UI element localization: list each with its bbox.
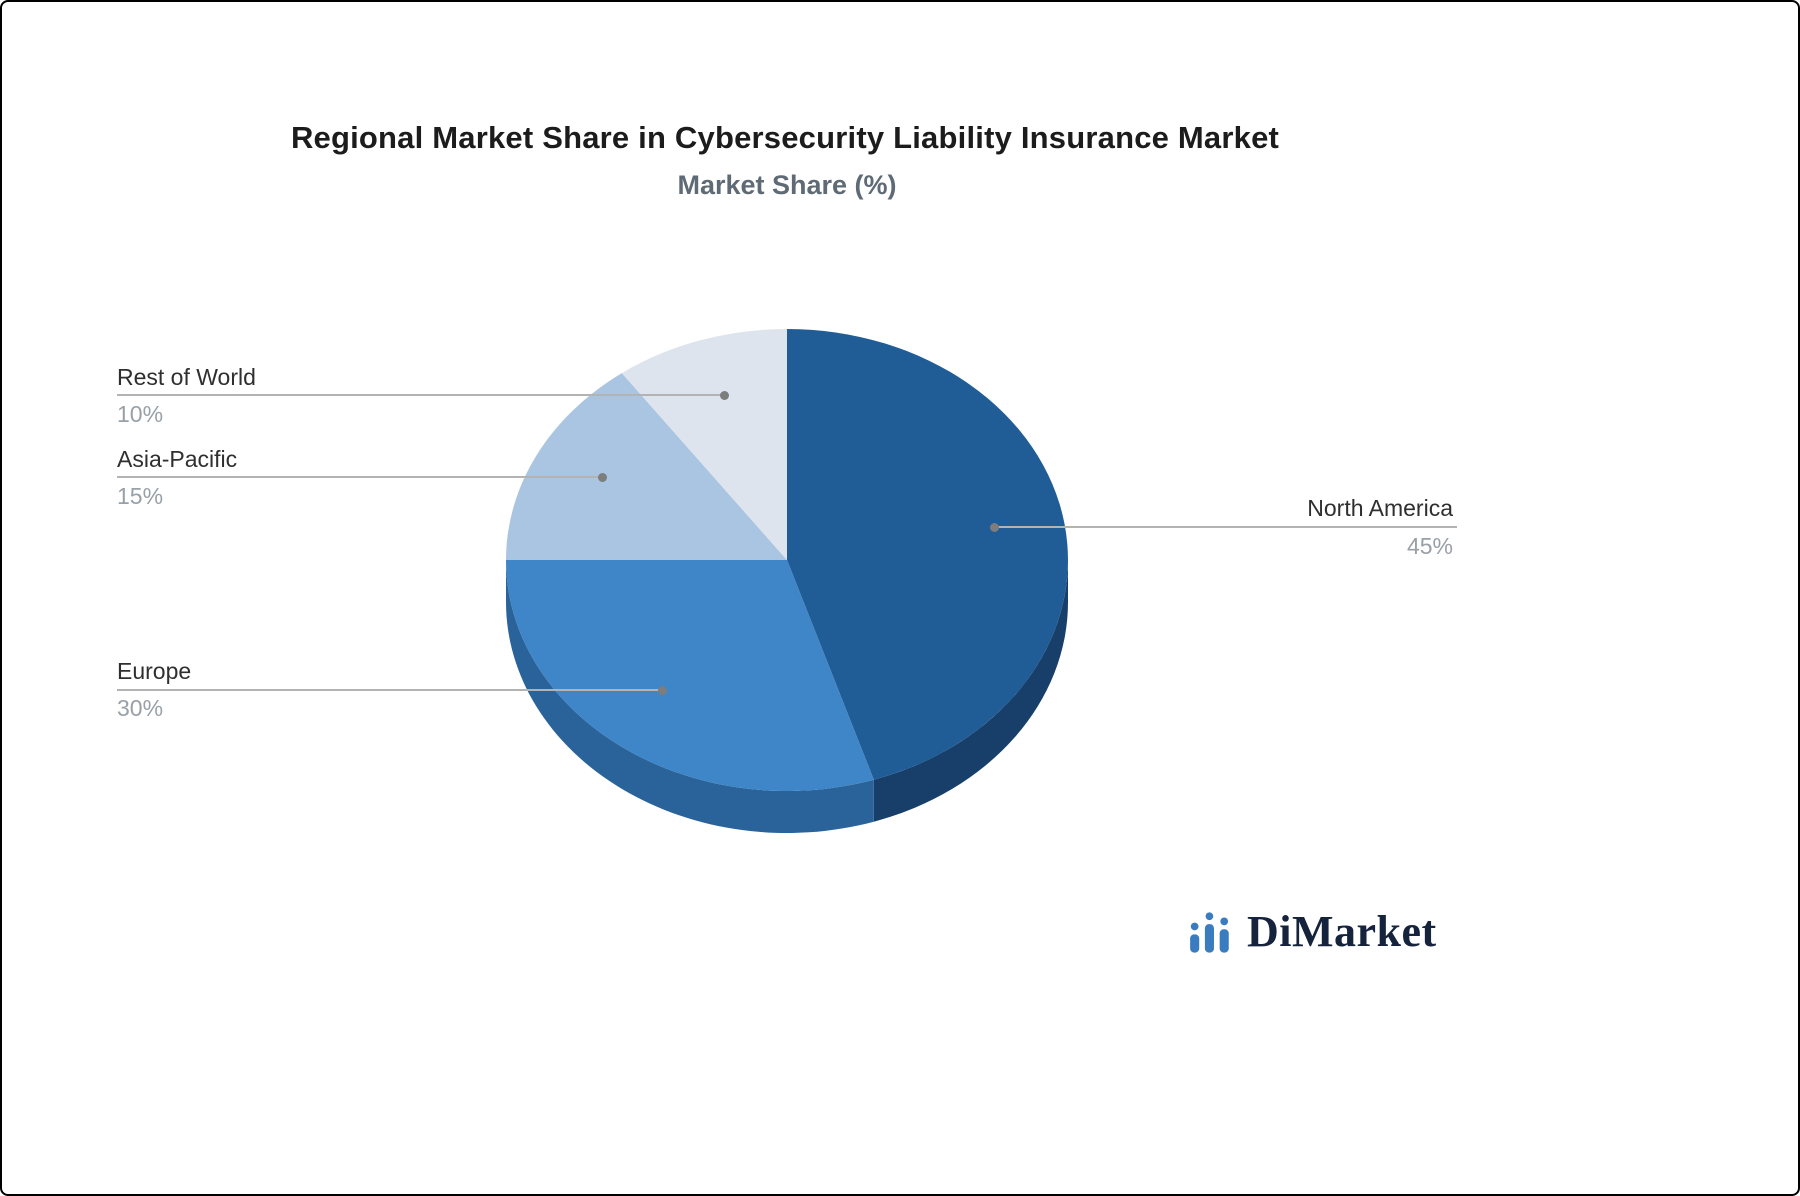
- pie-slice-rest-of-world: [621, 329, 787, 560]
- dimarket-logo-icon: [1190, 912, 1229, 953]
- pie-slice-asia-pacific: [506, 373, 787, 560]
- logo: DiMarket: [1185, 905, 1437, 957]
- callout-percent-europe: 30%: [117, 695, 164, 721]
- callout-percent-north-america: 45%: [1406, 533, 1453, 559]
- callout-label-north-america: North America: [1307, 495, 1453, 521]
- callout-line-rest-of-world: [117, 394, 724, 396]
- callout-label-rest-of-world: Rest of World: [117, 364, 256, 390]
- callout-percent-rest-of-world: 10%: [117, 401, 164, 427]
- callout-dot-north-america: [990, 523, 999, 532]
- pie-slice-side-north-america: [873, 560, 1068, 822]
- pie-slice-europe: [506, 560, 874, 791]
- callout-label-asia-pacific: Asia-Pacific: [117, 446, 238, 472]
- callout-dot-europe: [658, 686, 667, 695]
- chart-title: Regional Market Share in Cybersecurity L…: [290, 120, 1280, 155]
- callout-dot-asia-pacific: [598, 473, 607, 482]
- callout-line-north-america: [994, 526, 1457, 528]
- callout-percent-asia-pacific: 15%: [117, 483, 164, 509]
- callout-line-asia-pacific: [117, 476, 602, 478]
- callout-dot-rest-of-world: [720, 391, 729, 400]
- pie-slice-north-america: [787, 329, 1068, 780]
- logo-text: DiMarket: [1247, 906, 1437, 956]
- chart-subtitle: Market Share (%): [677, 170, 897, 200]
- callout-line-europe: [117, 689, 662, 691]
- pie-slice-side-europe: [506, 560, 874, 833]
- callout-label-europe: Europe: [117, 658, 192, 684]
